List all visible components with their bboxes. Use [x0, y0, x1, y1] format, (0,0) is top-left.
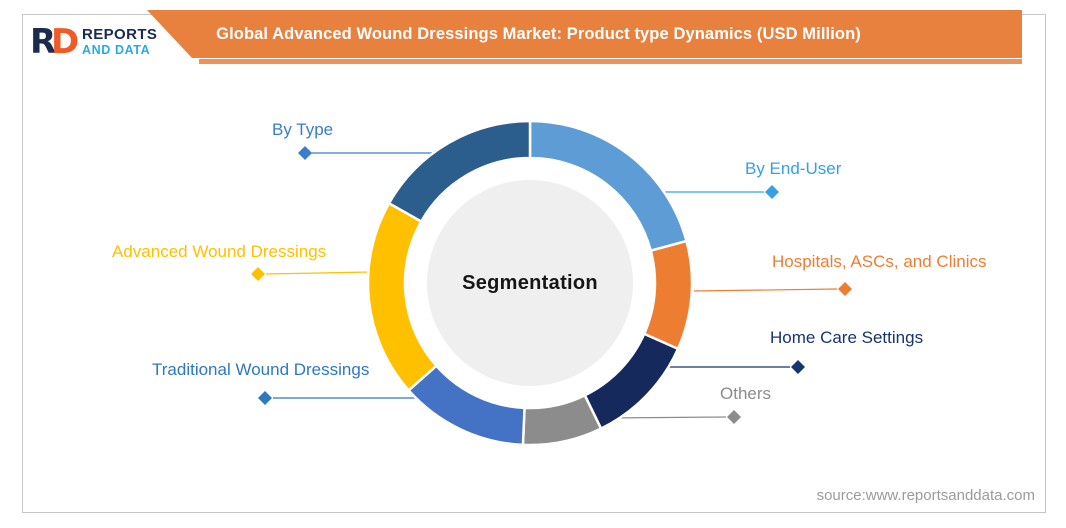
rd-logo-icon: R D [30, 25, 78, 58]
title-banner-shadow [199, 59, 1022, 64]
callout-label-advanced: Advanced Wound Dressings [112, 242, 327, 261]
home-care-diamond-icon [791, 360, 805, 374]
logo-mark-r: R [30, 25, 56, 58]
leader-line-hospitals [693, 288, 838, 292]
callout-label-by-end-user: By End-User [745, 159, 842, 178]
by-end-user-diamond-icon [765, 185, 779, 199]
donut-segment-advanced [366, 201, 438, 392]
donut-center-circle: Segmentation [427, 180, 633, 386]
title-banner: Global Advanced Wound Dressings Market: … [147, 10, 1022, 58]
leader-line-others [604, 416, 727, 419]
by-type-diamond-icon [298, 146, 312, 160]
donut-segment-hospitals [642, 239, 694, 351]
callout-label-others: Others [720, 384, 772, 403]
advanced-diamond-icon [251, 267, 265, 281]
logo-wordmark: REPORTS AND DATA [82, 27, 157, 57]
leader-line-advanced [265, 271, 372, 275]
logo-mark-d: D [51, 25, 78, 58]
hospitals-diamond-icon [838, 282, 852, 296]
donut-segment-others [521, 394, 603, 447]
callout-label-home-care: Home Care Settings [770, 328, 924, 347]
callout-label-traditional: Traditional Wound Dressings [152, 360, 370, 379]
center-label: Segmentation [462, 271, 598, 294]
callout-label-by-type: By Type [272, 120, 334, 139]
logo-line2: AND DATA [82, 42, 151, 57]
donut-segment-by-type [387, 119, 532, 223]
page-title: Global Advanced Wound Dressings Market: … [216, 24, 861, 43]
reports-and-data-logo: R D REPORTS AND DATA [30, 25, 157, 58]
traditional-diamond-icon [258, 391, 272, 405]
source-attribution: source:www.reportsanddata.com [816, 487, 1035, 504]
others-diamond-icon [727, 410, 741, 424]
callout-label-hospitals: Hospitals, ASCs, and Clinics [772, 252, 987, 271]
logo-line1: REPORTS [82, 25, 158, 43]
